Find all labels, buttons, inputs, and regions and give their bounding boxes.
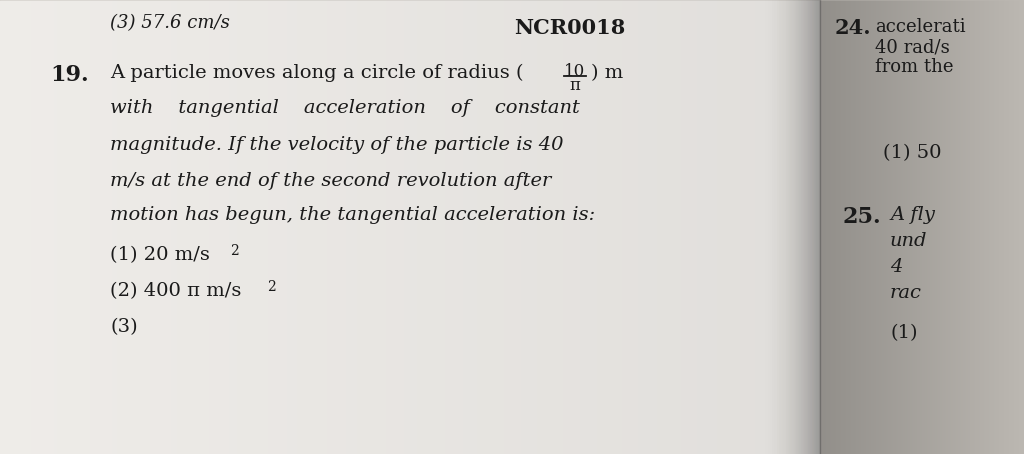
Text: from the: from the [874, 58, 953, 76]
Text: accelerati: accelerati [874, 18, 966, 36]
Text: 2: 2 [267, 280, 275, 294]
Text: motion has begun, the tangential acceleration is:: motion has begun, the tangential acceler… [110, 206, 595, 224]
Text: 19.: 19. [50, 64, 89, 86]
Text: rac: rac [890, 284, 922, 302]
Text: 25.: 25. [843, 206, 882, 228]
Text: und: und [890, 232, 928, 250]
Text: (2) 400 π m/s: (2) 400 π m/s [110, 282, 242, 300]
Text: (1) 50: (1) 50 [883, 144, 941, 162]
Text: 24.: 24. [835, 18, 871, 38]
Text: (1): (1) [890, 324, 918, 342]
Text: A fly: A fly [890, 206, 935, 224]
Text: π: π [569, 77, 581, 94]
Text: 40 rad/s: 40 rad/s [874, 38, 949, 56]
Text: A particle moves along a circle of radius (: A particle moves along a circle of radiu… [110, 64, 523, 82]
Text: 4: 4 [890, 258, 902, 276]
Text: (3): (3) [110, 318, 137, 336]
Text: magnitude. If the velocity of the particle is 40: magnitude. If the velocity of the partic… [110, 136, 563, 154]
Text: 10: 10 [564, 63, 586, 80]
Text: (3) 57.6 cm/s: (3) 57.6 cm/s [110, 14, 229, 32]
Text: ) m: ) m [591, 64, 624, 82]
Text: NCR0018: NCR0018 [514, 18, 626, 38]
Text: (1) 20 m/s: (1) 20 m/s [110, 246, 210, 264]
Text: with    tangential    acceleration    of    constant: with tangential acceleration of constant [110, 99, 580, 117]
Text: m/s at the end of the second revolution after: m/s at the end of the second revolution … [110, 172, 551, 190]
Text: 2: 2 [230, 244, 239, 258]
